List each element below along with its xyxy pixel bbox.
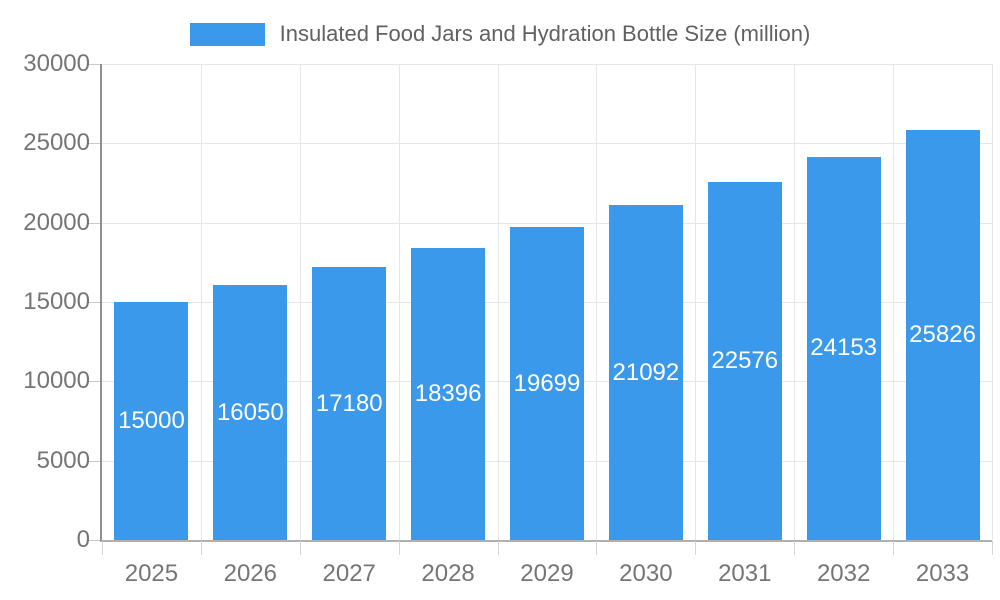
y-axis-tick bbox=[88, 222, 100, 224]
x-tick-label-2026: 2026 bbox=[223, 560, 277, 587]
bar-2026[interactable]: 16050 bbox=[213, 285, 288, 540]
y-tick-label: 5000 bbox=[36, 446, 90, 474]
y-tick-label: 25000 bbox=[23, 129, 90, 157]
y-tick-label: 15000 bbox=[23, 288, 90, 315]
x-axis-tick bbox=[794, 541, 796, 555]
legend-swatch-icon bbox=[189, 22, 265, 46]
x-tick-label-2029: 2029 bbox=[520, 560, 574, 587]
bar-2029[interactable]: 19699 bbox=[510, 227, 584, 540]
bar-2032[interactable]: 24153 bbox=[806, 156, 881, 540]
x-tick-label-2032: 2032 bbox=[816, 560, 871, 587]
x-axis-tick bbox=[893, 541, 895, 555]
bar-2031[interactable]: 22576 bbox=[707, 181, 782, 540]
x-axis-tick bbox=[398, 541, 400, 555]
bar-2028[interactable]: 18396 bbox=[411, 248, 486, 540]
v-gridline bbox=[794, 64, 796, 540]
x-axis-tick bbox=[299, 541, 301, 555]
v-gridline bbox=[200, 64, 202, 540]
v-gridline bbox=[299, 64, 301, 540]
y-axis-tick bbox=[88, 64, 100, 65]
x-axis-tick bbox=[695, 541, 697, 555]
y-tick-label: 10000 bbox=[23, 367, 90, 395]
x-tick-label-2025: 2025 bbox=[124, 560, 179, 587]
bar-value-label: 17180 bbox=[315, 389, 383, 417]
x-axis-tick bbox=[200, 541, 202, 555]
bar-value-label: 18396 bbox=[414, 380, 482, 408]
bar-2030[interactable]: 21092 bbox=[608, 205, 683, 540]
bar-value-label: 22576 bbox=[711, 346, 779, 374]
x-tick-label-2031: 2031 bbox=[718, 560, 772, 587]
y-axis-tick bbox=[88, 302, 100, 303]
bar-2025[interactable]: 15000 bbox=[114, 302, 189, 540]
plot-area: 0 5000 10000 15000 20000 25000 30000 15000 2025 1… bbox=[23, 50, 993, 587]
v-gridline bbox=[497, 64, 499, 540]
legend: Insulated Food Jars and Hydration Bottle… bbox=[0, 21, 1000, 47]
h-gridline bbox=[102, 64, 992, 65]
x-axis-tick bbox=[497, 541, 499, 555]
x-axis-tick bbox=[992, 541, 993, 555]
y-axis-tick bbox=[88, 460, 100, 462]
bar-value-label: 19699 bbox=[513, 369, 581, 397]
bar-value-label: 16050 bbox=[216, 398, 284, 426]
bar-2033[interactable]: 25826 bbox=[905, 130, 980, 540]
x-tick-label-2028: 2028 bbox=[421, 560, 475, 587]
bar-2027[interactable]: 17180 bbox=[312, 267, 387, 540]
v-gridline bbox=[596, 64, 598, 540]
x-axis-tick bbox=[596, 541, 598, 555]
bar-value-label: 24153 bbox=[810, 334, 878, 362]
bar-value-label: 25826 bbox=[909, 321, 976, 349]
v-gridline bbox=[992, 64, 993, 540]
x-tick-label-2033: 2033 bbox=[915, 560, 970, 587]
y-axis-tick bbox=[88, 540, 100, 541]
x-tick-label-2027: 2027 bbox=[322, 560, 376, 587]
y-tick-label: 20000 bbox=[23, 208, 90, 236]
v-gridline bbox=[893, 64, 895, 540]
bar-value-label: 15000 bbox=[118, 407, 185, 434]
v-gridline bbox=[695, 64, 697, 540]
x-tick-label-2030: 2030 bbox=[619, 560, 673, 587]
v-gridline bbox=[398, 64, 400, 540]
h-gridline bbox=[102, 143, 992, 145]
y-axis-tick bbox=[88, 143, 100, 145]
y-tick-label: 30000 bbox=[23, 50, 90, 77]
y-tick-label: 0 bbox=[76, 526, 90, 553]
x-axis-tick bbox=[102, 541, 103, 555]
y-axis-tick bbox=[88, 381, 100, 383]
h-gridline bbox=[102, 222, 992, 224]
legend-label: Insulated Food Jars and Hydration Bottle… bbox=[279, 21, 811, 46]
bar-value-label: 21092 bbox=[612, 358, 680, 386]
